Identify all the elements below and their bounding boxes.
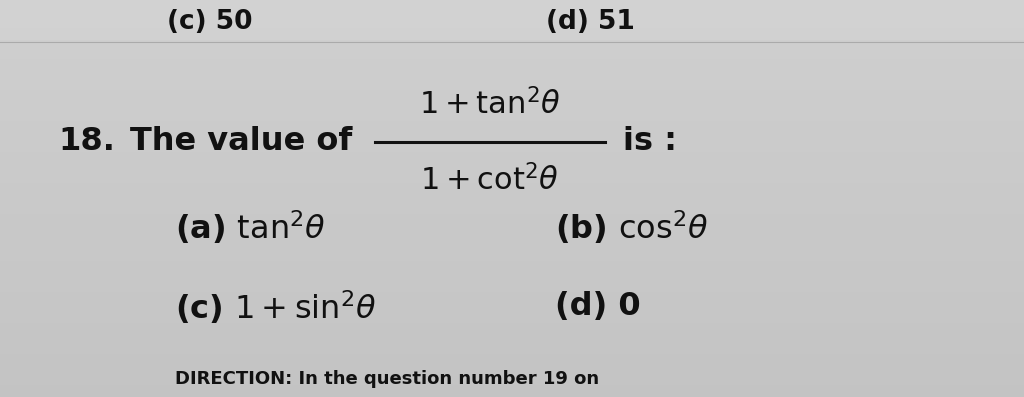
- Text: (c) $1 + \sin^2\!\theta$: (c) $1 + \sin^2\!\theta$: [175, 288, 376, 326]
- Text: $1+\tan^2\!\theta$: $1+\tan^2\!\theta$: [419, 88, 561, 120]
- Text: is :: is :: [623, 127, 677, 158]
- Text: The value of: The value of: [130, 127, 352, 158]
- Text: $1+\cot^2\!\theta$: $1+\cot^2\!\theta$: [421, 164, 559, 196]
- Text: (a) $\tan^2\!\theta$: (a) $\tan^2\!\theta$: [175, 208, 326, 246]
- Text: DIRECTION: In the question number 19 on: DIRECTION: In the question number 19 on: [175, 370, 599, 388]
- Text: (d) 0: (d) 0: [555, 291, 641, 322]
- Text: (c) 50: (c) 50: [167, 9, 253, 35]
- Bar: [0, 0, 1024, 40]
- Text: (d) 51: (d) 51: [546, 9, 635, 35]
- Text: (b) $\cos^2\!\theta$: (b) $\cos^2\!\theta$: [555, 208, 709, 246]
- Text: 18.: 18.: [58, 127, 115, 158]
